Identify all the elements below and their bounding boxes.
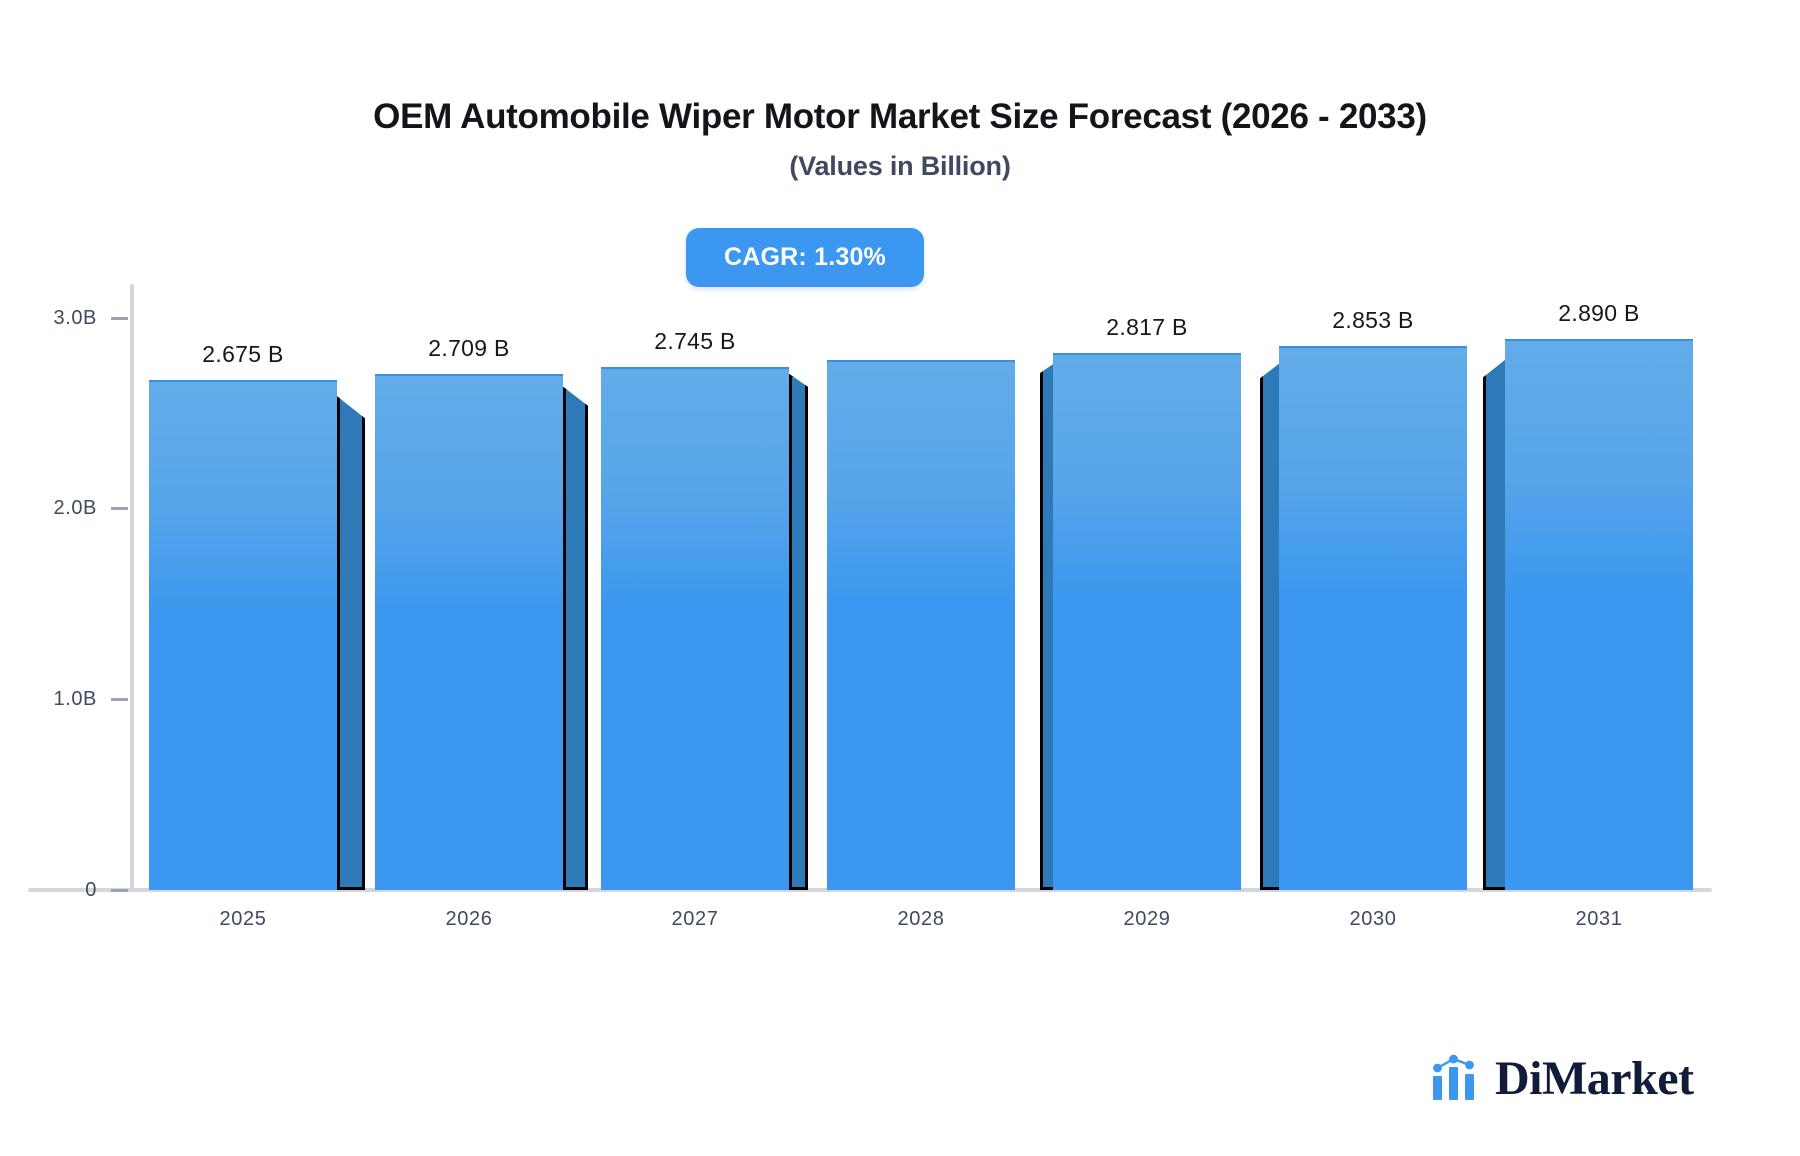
bar-2028[interactable] <box>827 359 1015 890</box>
y-axis-tick: 3.0B <box>0 307 128 329</box>
y-axis-tick-mark <box>111 316 128 320</box>
bar-face <box>1053 353 1241 890</box>
x-axis-tick-label: 2031 <box>1575 908 1623 930</box>
bar-face <box>601 366 789 890</box>
bar-value-label: 2.745 B <box>654 327 736 354</box>
bar-value-label: 2.675 B <box>202 341 284 368</box>
bar-side-face <box>337 396 365 890</box>
y-axis-tick: 2.0B <box>0 497 128 520</box>
bar-value-label: 2.817 B <box>1106 314 1188 341</box>
y-axis-tick-mark <box>111 507 128 511</box>
x-axis-tick-label: 2028 <box>897 908 945 930</box>
title-block: OEM Automobile Wiper Motor Market Size F… <box>0 96 1800 182</box>
x-axis-tick-label: 2030 <box>1349 908 1397 930</box>
plot-area: 2.675 B 2.709 B 2.745 B 2.817 B 2.853 B 2.890… <box>130 280 1712 890</box>
bar-value-label: 2.890 B <box>1558 300 1640 327</box>
bar-2029[interactable]: 2.817 B <box>1040 314 1241 890</box>
x-axis-tick-label: 2029 <box>1123 908 1171 930</box>
bar-chart-dots-icon <box>1430 1050 1482 1107</box>
bar-value-label: 2.709 B <box>428 334 510 361</box>
bar-side-face <box>789 373 808 890</box>
bar-face <box>1279 346 1467 890</box>
bar-value-label: 2.853 B <box>1332 307 1414 334</box>
y-axis-tick-mark <box>111 697 128 701</box>
bar-2031[interactable]: 2.890 B <box>1483 300 1693 890</box>
dimarket-logo: DiMarket <box>1430 1050 1694 1107</box>
bar-side-face <box>563 386 588 890</box>
y-axis-tick-label: 2.0B <box>53 497 97 520</box>
bar-face <box>1505 339 1693 890</box>
x-axis-tick-label: 2025 <box>219 908 267 930</box>
y-axis-tick-label: 3.0B <box>53 306 97 329</box>
logo-wordmark: DiMarket <box>1495 1051 1694 1105</box>
bar-face <box>149 380 337 890</box>
x-axis-tick-label: 2027 <box>671 908 719 930</box>
x-axis-line <box>28 888 1712 892</box>
y-axis-tick: 1.0B <box>0 688 128 710</box>
bar-2030[interactable]: 2.853 B <box>1260 307 1467 890</box>
x-axis-tick-label: 2026 <box>445 908 493 930</box>
bar-2027[interactable]: 2.745 B <box>601 328 808 890</box>
y-axis-tick: 0 <box>0 879 128 901</box>
bar-2025[interactable]: 2.675 B <box>149 341 365 890</box>
y-axis-tick-label: 1.0B <box>53 687 97 710</box>
cagr-badge: CAGR: 1.30% <box>686 228 924 287</box>
bar-2026[interactable]: 2.709 B <box>375 335 588 890</box>
chart-title: OEM Automobile Wiper Motor Market Size F… <box>373 97 1427 136</box>
bar-face <box>827 359 1015 890</box>
y-axis-tick-label: 0 <box>85 878 97 901</box>
chart-subtitle: (Values in Billion) <box>789 151 1011 181</box>
y-axis-tick-mark <box>111 888 128 892</box>
y-axis-line <box>130 284 134 890</box>
bar-face <box>375 373 563 890</box>
